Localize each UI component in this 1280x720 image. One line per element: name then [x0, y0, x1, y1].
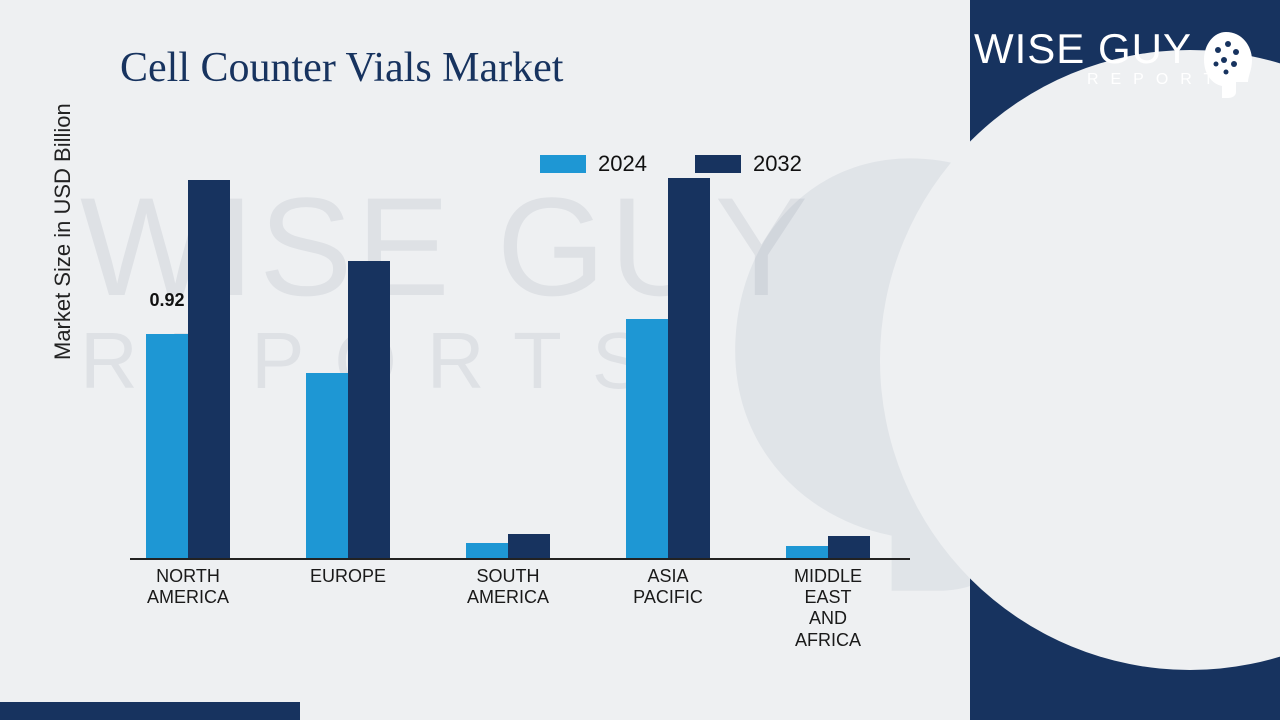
bar — [466, 543, 508, 558]
brand-logo: WISE GUY REPORTS — [974, 28, 1252, 88]
y-axis-label: Market Size in USD Billion — [50, 103, 76, 360]
bar — [508, 534, 550, 558]
chart-stage: WISE GUY REPORTS Cell Counter Vials Mark… — [0, 0, 1280, 720]
bar-value-label: 0.92 — [149, 290, 184, 311]
bar — [626, 319, 668, 558]
bar — [668, 178, 710, 558]
bar — [306, 373, 348, 558]
category-label: EUROPE — [268, 560, 428, 587]
category-label: ASIAPACIFIC — [588, 560, 748, 608]
plot-area: 0.92NORTHAMERICAEUROPESOUTHAMERICAASIAPA… — [130, 170, 910, 560]
category-label: MIDDLEEASTANDAFRICA — [748, 560, 908, 651]
bar — [146, 334, 188, 558]
category-label: SOUTHAMERICA — [428, 560, 588, 608]
bar — [188, 180, 230, 558]
chart-title: Cell Counter Vials Market — [120, 44, 563, 92]
category-label: NORTHAMERICA — [108, 560, 268, 608]
bar — [828, 536, 870, 558]
footer-accent-bar — [0, 702, 300, 720]
logo-head-icon — [1196, 30, 1256, 100]
bar — [348, 261, 390, 558]
bar — [786, 546, 828, 558]
